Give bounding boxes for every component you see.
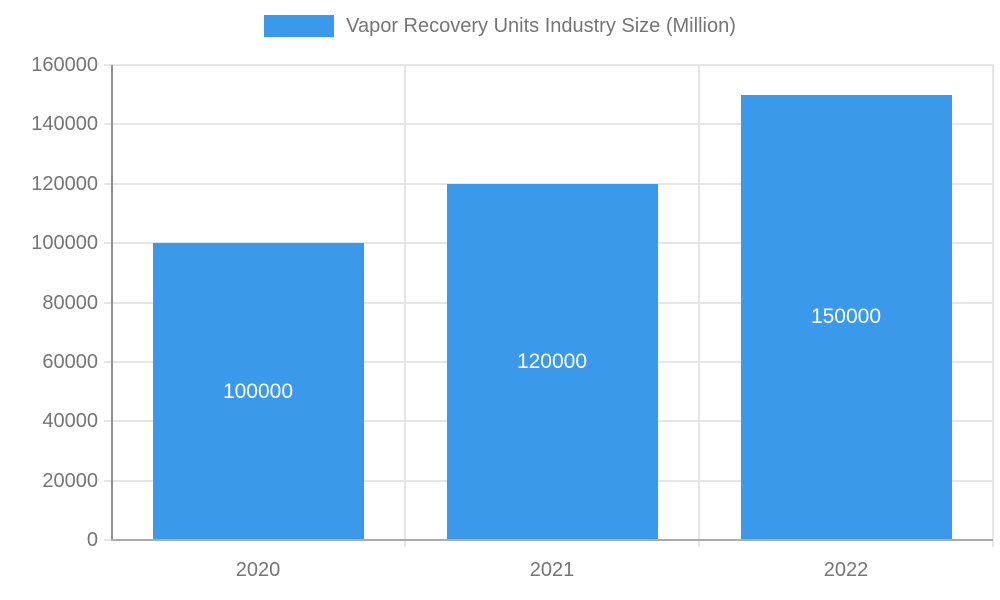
y-tick-label: 60000 bbox=[42, 350, 98, 373]
legend-color-swatch bbox=[264, 15, 335, 37]
chart-legend: Vapor Recovery Units Industry Size (Mill… bbox=[0, 14, 1000, 38]
gridline-x bbox=[992, 65, 994, 540]
x-axis-tick bbox=[698, 540, 700, 547]
y-tick-label: 80000 bbox=[42, 291, 98, 314]
y-tick-label: 40000 bbox=[42, 410, 98, 433]
x-axis-line bbox=[111, 539, 993, 541]
gridline-y bbox=[104, 123, 993, 126]
y-tick-label: 100000 bbox=[31, 232, 98, 255]
bar-value-label: 100000 bbox=[222, 379, 294, 403]
y-tick-label: 20000 bbox=[42, 469, 98, 492]
legend-label: Vapor Recovery Units Industry Size (Mill… bbox=[346, 15, 736, 37]
bar-value-label: 120000 bbox=[516, 349, 588, 373]
bar: 150000 bbox=[740, 94, 952, 540]
x-tick-label: 2020 bbox=[235, 559, 281, 581]
x-axis-tick bbox=[404, 540, 406, 547]
y-tick-label: 0 bbox=[86, 529, 98, 551]
y-tick-label: 140000 bbox=[31, 113, 98, 136]
gridline-x bbox=[698, 65, 700, 540]
x-tick-label: 2021 bbox=[529, 559, 575, 581]
plot-area: 100000 120000 150000 bbox=[104, 64, 994, 547]
x-axis-tick bbox=[992, 540, 994, 547]
y-axis-line bbox=[111, 65, 113, 540]
gridline-x bbox=[404, 65, 406, 540]
bar: 100000 bbox=[152, 243, 364, 540]
y-tick-label: 160000 bbox=[31, 54, 98, 76]
gridline-y bbox=[104, 64, 993, 66]
bar: 120000 bbox=[446, 183, 658, 540]
bar-value-label: 150000 bbox=[810, 305, 882, 329]
y-tick-label: 120000 bbox=[31, 172, 98, 195]
x-tick-label: 2022 bbox=[823, 559, 869, 581]
